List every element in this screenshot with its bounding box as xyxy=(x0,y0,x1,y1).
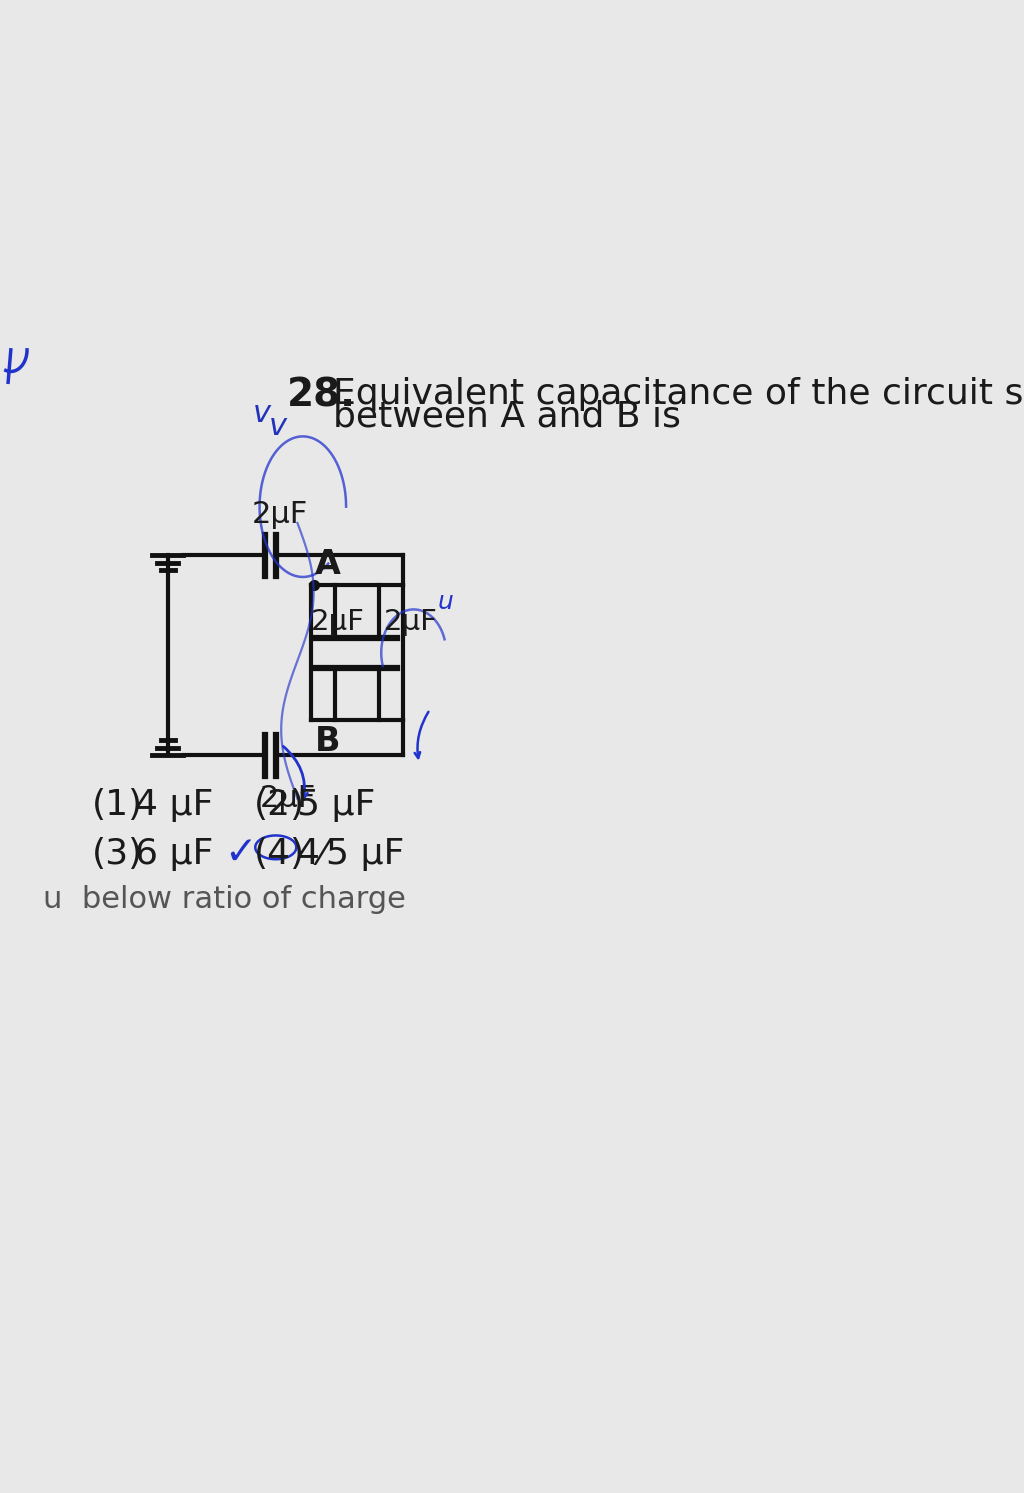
Text: 4 μF: 4 μF xyxy=(135,788,214,821)
Text: 2μF: 2μF xyxy=(259,784,315,814)
Text: v: v xyxy=(253,399,271,427)
Text: B: B xyxy=(315,724,341,757)
Text: 2μF: 2μF xyxy=(311,609,365,636)
Text: (3): (3) xyxy=(92,836,143,870)
Text: (2): (2) xyxy=(254,788,305,821)
Text: 5 μF: 5 μF xyxy=(297,788,376,821)
Text: Equivalent capacitance of the circuit shown: Equivalent capacitance of the circuit sh… xyxy=(333,376,1024,411)
Text: between A and B is: between A and B is xyxy=(333,400,680,433)
Text: v: v xyxy=(269,412,288,440)
Text: u: u xyxy=(438,591,454,615)
Text: u  below ratio of charge: u below ratio of charge xyxy=(43,885,407,914)
Text: 4⁄5 μF: 4⁄5 μF xyxy=(297,836,404,870)
Text: 2μF: 2μF xyxy=(384,609,438,636)
Text: 28.: 28. xyxy=(287,376,355,415)
Text: (1): (1) xyxy=(92,788,143,821)
Text: A: A xyxy=(315,548,341,581)
Text: (4): (4) xyxy=(254,836,305,870)
Text: 6 μF: 6 μF xyxy=(135,836,214,870)
Text: 2μF: 2μF xyxy=(252,500,307,530)
Text: ✓: ✓ xyxy=(224,833,257,872)
